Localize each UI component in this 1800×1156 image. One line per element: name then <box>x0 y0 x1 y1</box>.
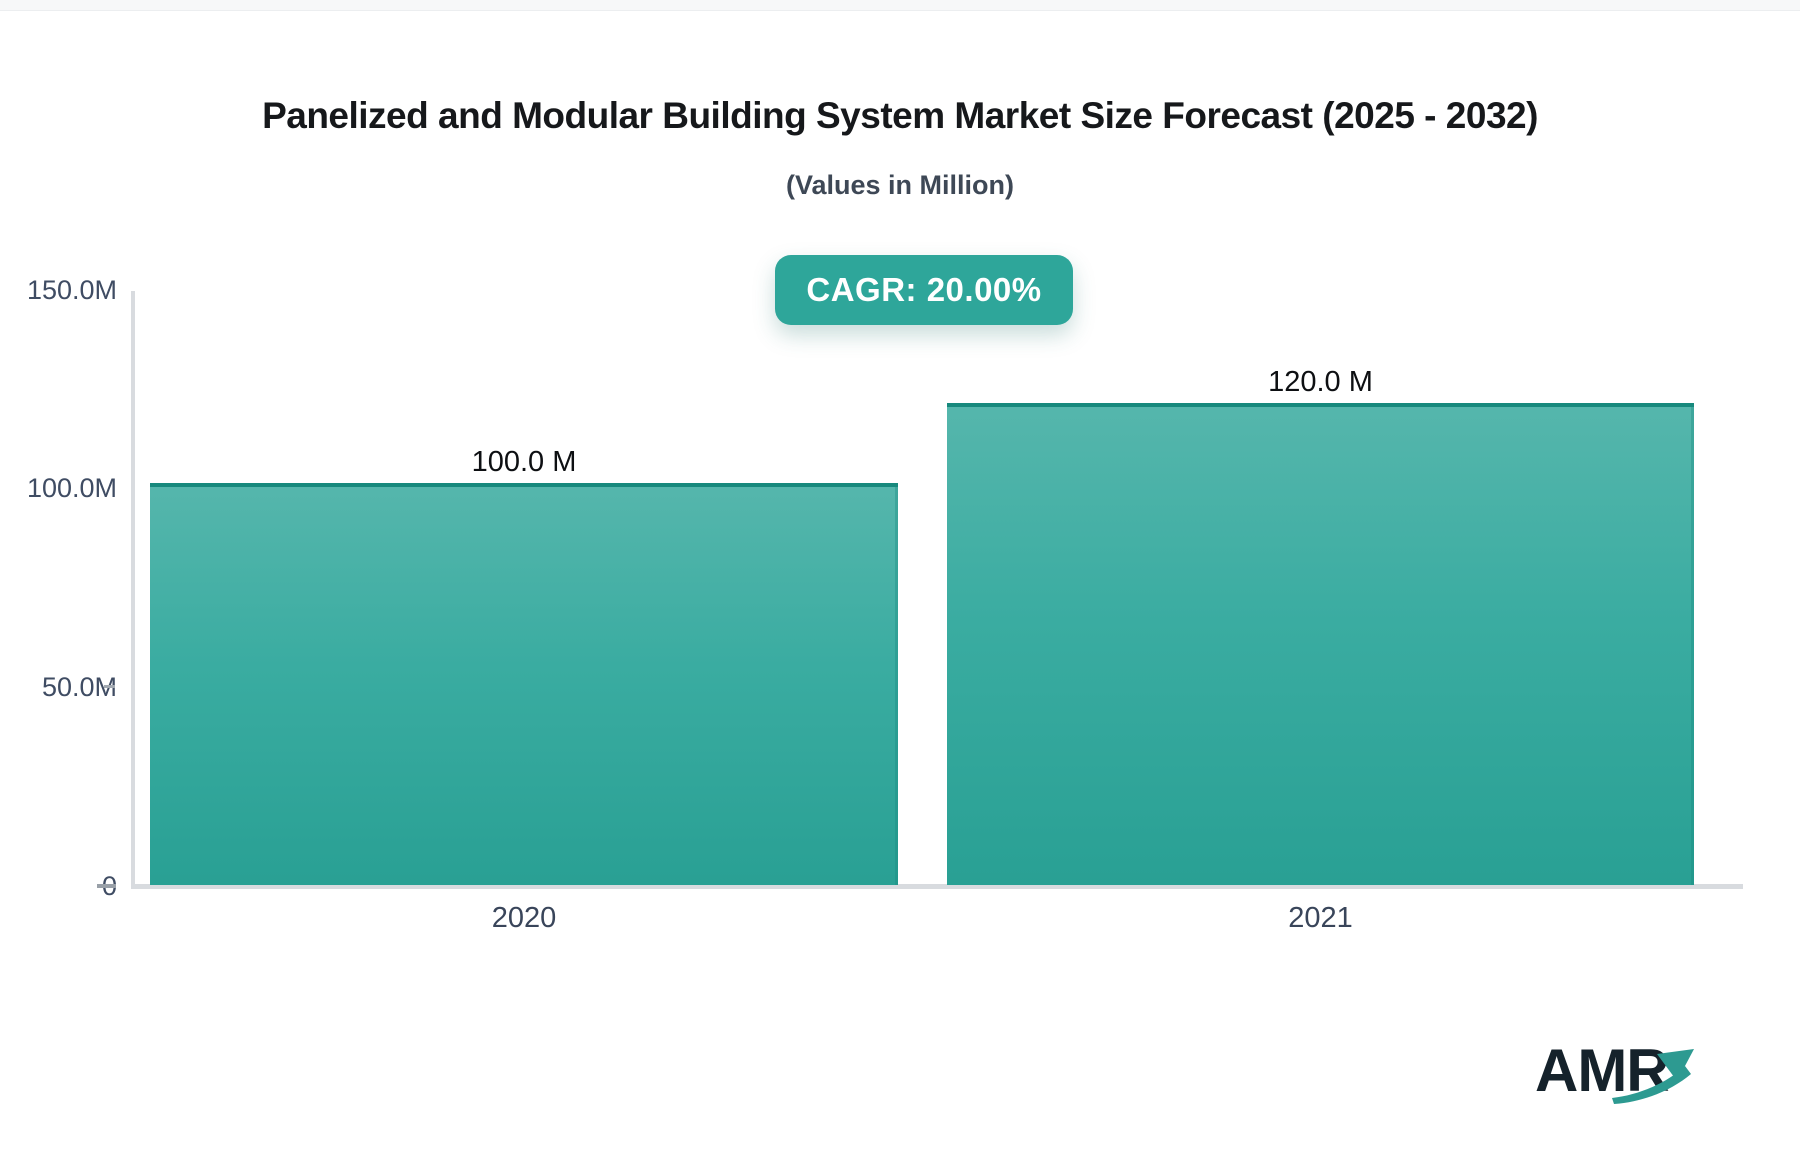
y-axis-tick-label-50: 50.0M <box>41 672 117 702</box>
chart-subtitle: (Values in Million) <box>785 170 1015 200</box>
y-axis-tick-mark-0 <box>97 884 116 888</box>
bar-2020[interactable]: 100.0 M <box>150 446 898 885</box>
cagr-badge: CAGR: 20.00% <box>775 255 1073 325</box>
page-top-border <box>0 0 1800 11</box>
y-axis-tick-mark-50 <box>104 685 115 688</box>
bar-2021[interactable]: 120.0 M <box>947 366 1694 885</box>
x-axis-line <box>131 884 1743 889</box>
y-axis-tick-label-150: 150.0M <box>26 275 117 305</box>
growth-arrow-icon <box>1612 1049 1694 1104</box>
amr-logo: AMR <box>1530 1028 1740 1138</box>
chart-title: Panelized and Modular Building System Ma… <box>262 95 1538 136</box>
y-axis-tick-label-100: 100.0M <box>26 473 117 503</box>
bar-value-label: 120.0 M <box>1268 366 1373 398</box>
x-axis-label-2021: 2021 <box>1288 902 1353 934</box>
y-axis-line <box>131 291 135 888</box>
bar-value-label: 100.0 M <box>471 446 577 478</box>
x-axis-label-2020: 2020 <box>491 902 557 934</box>
